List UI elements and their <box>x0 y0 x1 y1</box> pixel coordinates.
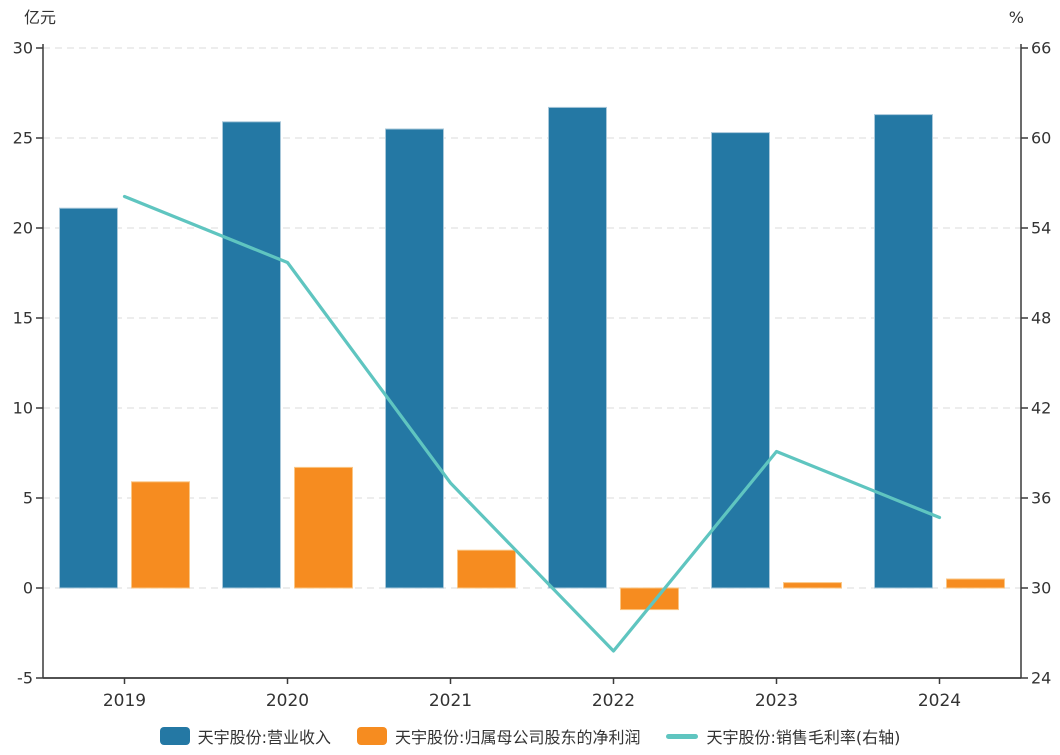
net-profit-bar-2023 <box>783 582 842 589</box>
left-axis-tick-label: -5 <box>17 669 33 688</box>
revenue-bar-2020 <box>222 121 281 589</box>
plot-area: 30 25 20 15 10 5 0 -5 66 60 54 48 42 36 30 24 2019 2020 20… <box>13 39 1052 712</box>
left-axis-tick-label: 5 <box>23 489 33 508</box>
left-axis-tick-label: 25 <box>13 129 33 148</box>
net-profit-bar-2021 <box>457 549 516 589</box>
right-axis-tick-label: 30 <box>1031 579 1051 598</box>
legend-item-net-profit[interactable]: 天宇股份:归属母公司股东的净利润 <box>357 724 640 748</box>
gross-margin-legend-line-icon <box>666 733 699 739</box>
legend-item-revenue[interactable]: 天宇股份:营业收入 <box>159 724 332 748</box>
legend-label-gross-margin: 天宇股份:销售毛利率(右轴) <box>706 728 901 747</box>
net-profit-bar-2020 <box>294 466 353 589</box>
x-axis-label-2022: 2022 <box>592 691 635 711</box>
legend-item-gross-margin[interactable]: 天宇股份:销售毛利率(右轴) <box>666 724 900 748</box>
right-axis-tick-label: 42 <box>1031 399 1051 418</box>
legend-label-net-profit: 天宇股份:归属母公司股东的净利润 <box>395 728 641 747</box>
right-axis-tick-label: 60 <box>1031 129 1051 148</box>
net-profit-bar-2024 <box>946 578 1005 589</box>
x-axis-label-2020: 2020 <box>266 691 309 711</box>
revenue-bar-2023 <box>711 132 770 589</box>
net-profit-legend-swatch-icon <box>357 727 388 745</box>
left-axis-tick-label: 30 <box>13 39 33 58</box>
left-axis-tick-label: 10 <box>13 399 33 418</box>
chart-legend: 天宇股份:营业收入 天宇股份:归属母公司股东的净利润 天宇股份:销售毛利率(右轴… <box>0 722 1060 750</box>
revenue-bar-2022 <box>548 106 607 589</box>
right-axis-tick-label: 54 <box>1031 219 1051 238</box>
revenue-legend-swatch-icon <box>159 727 190 745</box>
right-axis-tick-label: 66 <box>1031 39 1051 58</box>
legend-label-revenue: 天宇股份:营业收入 <box>197 728 332 747</box>
revenue-bar-2021 <box>385 128 444 589</box>
left-axis-tick-label: 0 <box>23 579 33 598</box>
revenue-bar-2024 <box>874 114 933 589</box>
left-axis-tick-label: 15 <box>13 309 33 328</box>
x-axis-label-2019: 2019 <box>103 691 146 711</box>
right-axis-tick-label: 48 <box>1031 309 1051 328</box>
gross-margin-line <box>122 194 942 653</box>
left-axis-unit-label: 亿元 <box>24 8 57 27</box>
left-axis-tick-label: 20 <box>13 219 33 238</box>
x-axis-label-2021: 2021 <box>429 691 472 711</box>
right-axis-tick-label: 36 <box>1031 489 1051 508</box>
net-profit-bar-2019 <box>131 481 190 589</box>
right-axis-unit-label: % <box>1008 8 1024 27</box>
net-profit-bar-2022 <box>620 587 679 611</box>
revenue-bar-2019 <box>59 207 118 589</box>
x-axis-label-2023: 2023 <box>755 691 798 711</box>
x-axis-label-2024: 2024 <box>918 691 961 711</box>
right-axis-tick-label: 24 <box>1031 669 1051 688</box>
